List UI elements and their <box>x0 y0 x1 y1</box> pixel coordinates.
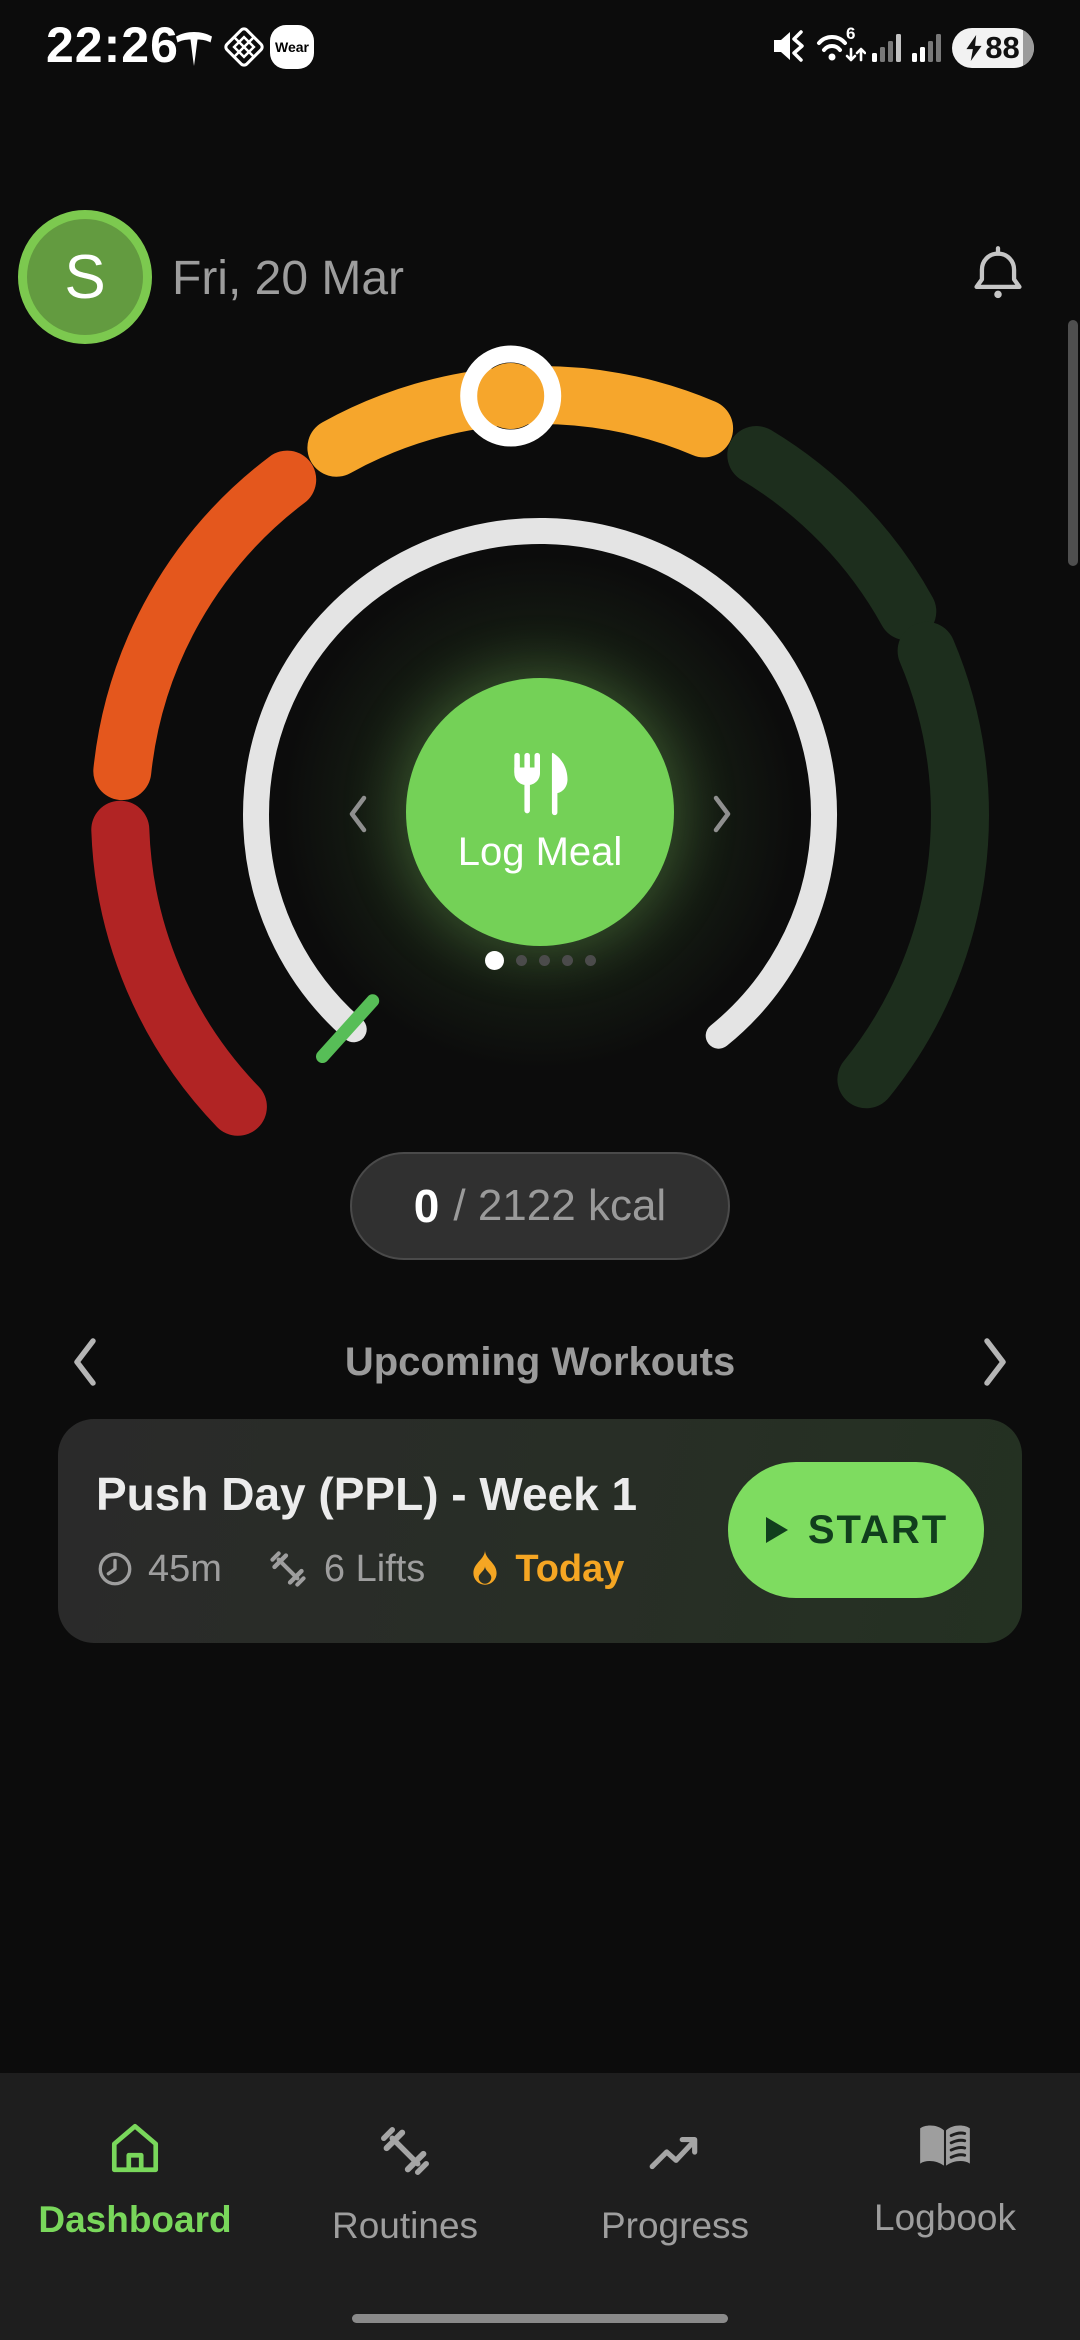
svg-text:6: 6 <box>846 24 855 43</box>
nav-label-logbook: Logbook <box>874 2197 1016 2238</box>
workout-title: Push Day (PPL) - Week 1 <box>96 1468 638 1520</box>
upcoming-prev-chevron-icon[interactable] <box>72 1336 98 1388</box>
play-icon <box>765 1517 788 1543</box>
wear-badge-label: Wear <box>275 39 309 55</box>
dumbbell-icon <box>270 1551 306 1587</box>
marker-ring-icon <box>460 345 562 447</box>
status-time: 22:26 <box>46 17 179 73</box>
diamond-app-icon <box>224 27 264 67</box>
gauge-prev-chevron-icon[interactable] <box>348 794 368 834</box>
nav-label-progress: Progress <box>600 2205 750 2246</box>
calories-consumed: 0 <box>413 1180 440 1232</box>
fork-knife-icon <box>514 752 568 815</box>
carousel-dot-active[interactable] <box>484 950 504 970</box>
carousel-dot[interactable] <box>584 954 596 966</box>
nav-tab-dashboard[interactable]: Dashboard <box>0 2073 270 2340</box>
calories-pill: 0 / 2122 kcal <box>350 1152 730 1260</box>
gauge-segment-orange <box>93 450 317 801</box>
nav-tab-progress[interactable]: Progress <box>540 2073 810 2340</box>
carousel-dot[interactable] <box>538 954 550 966</box>
carousel-dot[interactable] <box>561 954 573 966</box>
battery-level-remainder <box>1023 28 1034 68</box>
signal-bars-sim1-icon <box>872 34 901 62</box>
charging-bolt-icon <box>966 35 982 61</box>
dumbbell-icon <box>381 2127 429 2175</box>
tesla-logo-icon <box>176 32 212 66</box>
log-meal-button[interactable]: Log Meal <box>406 678 674 946</box>
trending-up-icon <box>649 2136 698 2170</box>
battery-percent: 88 <box>985 30 1020 65</box>
nav-tab-logbook[interactable]: Logbook <box>810 2073 1080 2340</box>
home-icon <box>111 2123 159 2173</box>
marker-fill <box>477 363 544 429</box>
calories-goal: / 2122 kcal <box>453 1181 667 1230</box>
start-button-label: START <box>807 1507 949 1552</box>
workout-card[interactable]: Push Day (PPL) - Week 1 45m 6 Lifts <box>58 1419 1022 1643</box>
upcoming-next-chevron-icon[interactable] <box>982 1336 1008 1388</box>
carousel-dot[interactable] <box>515 954 527 966</box>
start-workout-button[interactable]: START <box>728 1462 984 1598</box>
avatar[interactable]: S <box>18 210 152 344</box>
nav-tab-routines[interactable]: Routines <box>270 2073 540 2340</box>
gesture-home-bar[interactable] <box>352 2314 728 2323</box>
workout-meta: 45m 6 Lifts Today <box>96 1547 624 1591</box>
nav-label-dashboard: Dashboard <box>38 2199 232 2240</box>
progress-tick <box>316 994 380 1063</box>
open-book-icon <box>920 2125 970 2166</box>
bottom-navigation: Dashboard Routines Progress <box>0 2073 1080 2340</box>
avatar-initial: S <box>64 242 106 312</box>
wifi-6-icon: 6 <box>817 24 866 62</box>
gauge-next-chevron-icon[interactable] <box>712 794 732 834</box>
log-meal-label: Log Meal <box>457 829 623 874</box>
mute-vibrate-icon <box>774 30 804 62</box>
battery-indicator: 88 <box>952 28 1034 68</box>
clock-icon <box>98 1552 132 1586</box>
nav-label-routines: Routines <box>331 2205 479 2246</box>
flame-icon <box>473 1550 497 1585</box>
header-date: Fri, 20 Mar <box>172 252 405 305</box>
workout-when-badge: Today <box>515 1547 625 1590</box>
workout-lifts: 6 Lifts <box>323 1547 426 1590</box>
notifications-bell-icon[interactable] <box>970 244 1026 304</box>
wear-os-badge: Wear <box>270 25 314 69</box>
signal-bars-sim2-icon <box>912 34 941 62</box>
gauge-segment-inactive-upper <box>727 426 937 641</box>
gauge-segment-amber <box>307 366 734 477</box>
scrollbar[interactable] <box>1068 320 1078 566</box>
upcoming-workouts-title: Upcoming Workouts <box>344 1340 736 1384</box>
workout-duration: 45m <box>148 1547 222 1590</box>
gauge-segment-inactive-lower <box>837 621 989 1109</box>
carousel-dots <box>0 950 1080 970</box>
